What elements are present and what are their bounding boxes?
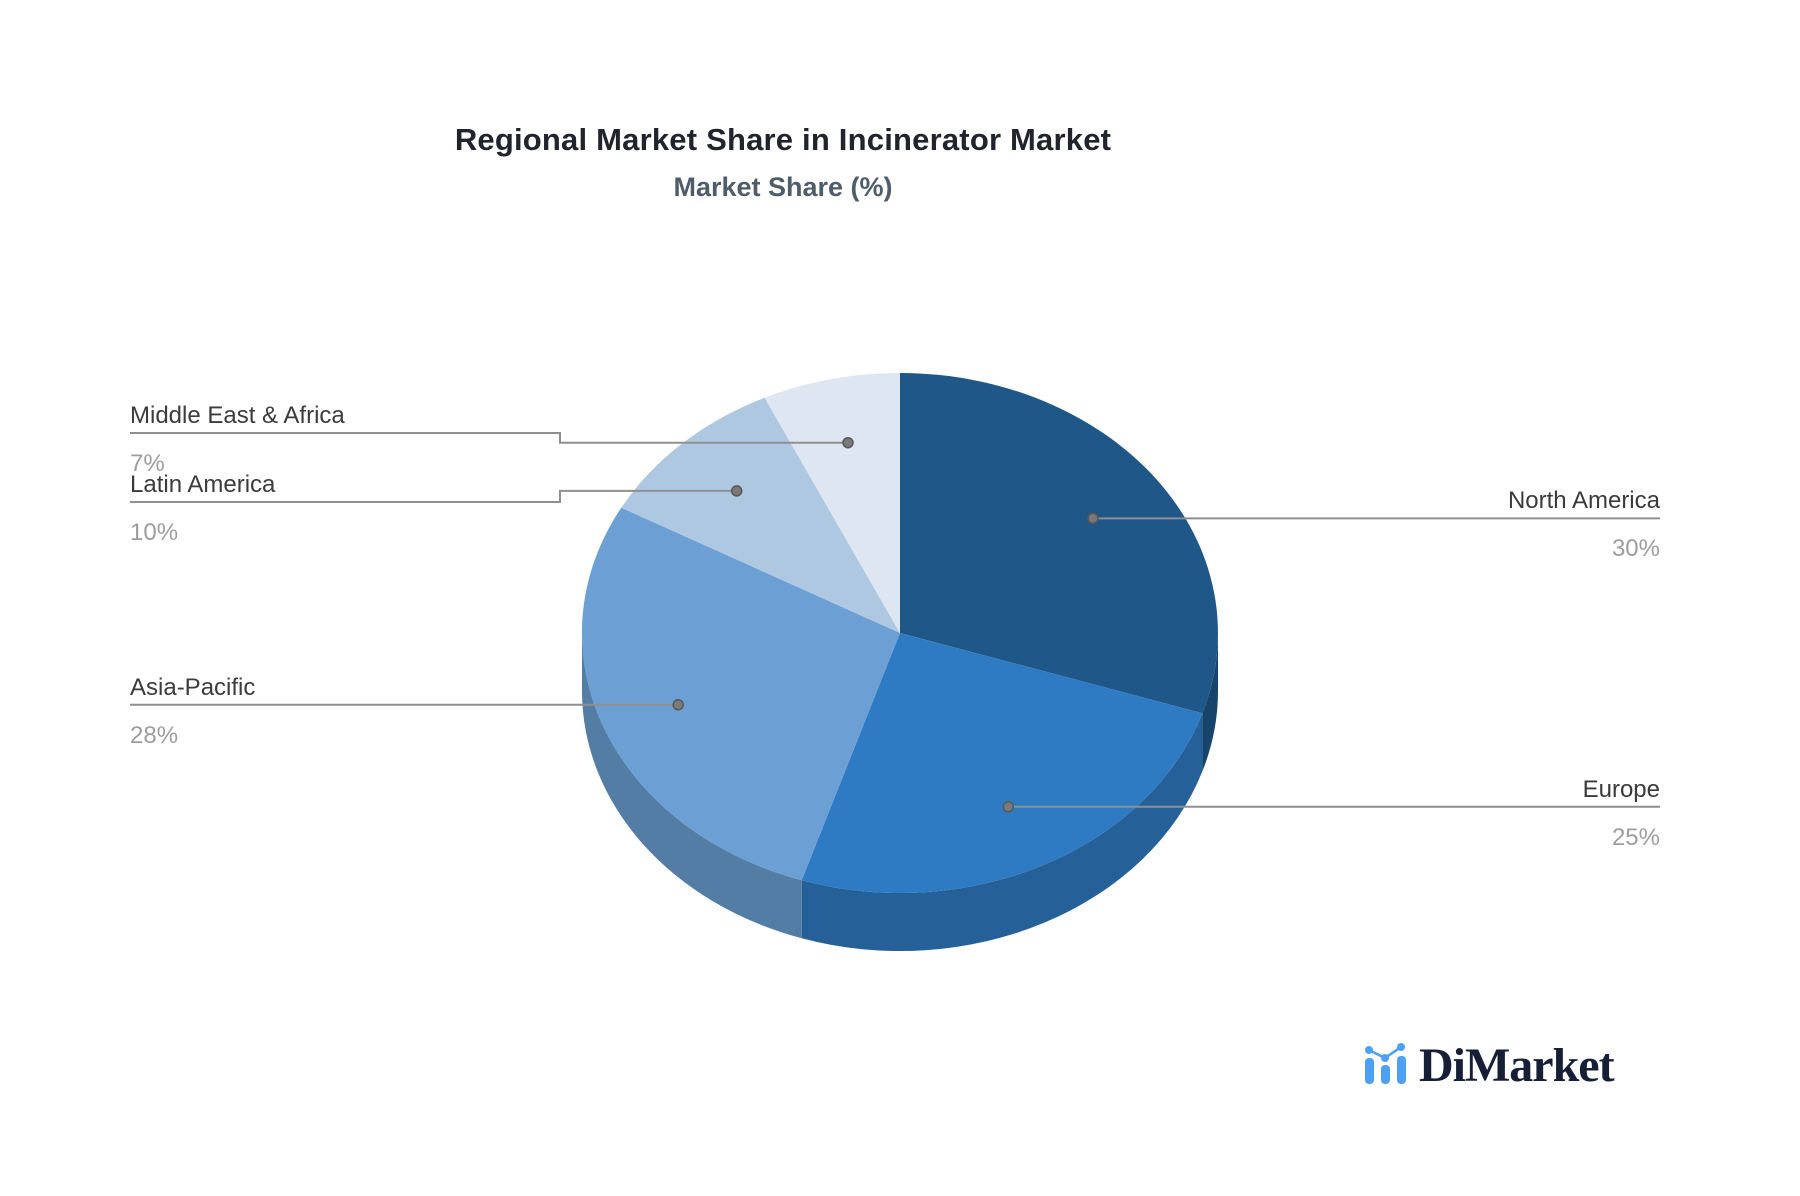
pie-slice-europe[interactable] <box>801 633 1203 894</box>
leader-dot-latin-america <box>730 485 743 497</box>
slice-label-asia-pacific: Asia-Pacific <box>130 674 255 701</box>
pie-slice-depth-asia-pacific <box>582 633 802 939</box>
logo-wordmark: DiMarket <box>1419 1038 1615 1092</box>
chart-title: Regional Market Share in Incinerator Mar… <box>454 122 1112 157</box>
slice-label-latin-america: Latin America <box>130 471 276 498</box>
leader-dot-north-america <box>1087 512 1099 525</box>
leader-dot-europe <box>1002 800 1015 813</box>
leader-dot-asia-pacific <box>672 699 684 711</box>
logo-bar-chart-icon <box>1365 1043 1406 1084</box>
slice-percent-middle-east-africa: 7% <box>130 450 165 477</box>
chart-subtitle: Market Share (%) <box>673 172 893 202</box>
slice-label-europe: Europe <box>1583 776 1660 803</box>
slice-percent-north-america: 30% <box>1612 535 1660 562</box>
leader-line-latin-america <box>130 489 737 503</box>
logo: DiMarket <box>1360 1038 1615 1092</box>
pie-slice-depth-north-america <box>1202 633 1218 772</box>
slice-label-north-america: North America <box>1508 487 1661 514</box>
slice-percent-asia-pacific: 28% <box>130 722 178 749</box>
slice-percent-europe: 25% <box>1612 824 1660 851</box>
pie-slice-middle-east-africa[interactable] <box>764 372 900 633</box>
pie-slice-depth-europe <box>801 713 1203 952</box>
slice-percent-latin-america: 10% <box>130 519 178 546</box>
slice-label-middle-east-africa: Middle East & Africa <box>130 402 345 429</box>
pie-slice-latin-america[interactable] <box>621 397 900 633</box>
pie-slice-asia-pacific[interactable] <box>581 507 900 881</box>
leader-dot-middle-east-africa <box>842 436 854 449</box>
leader-line-middle-east-africa <box>130 432 848 444</box>
pie-slice-north-america[interactable] <box>900 373 1218 714</box>
